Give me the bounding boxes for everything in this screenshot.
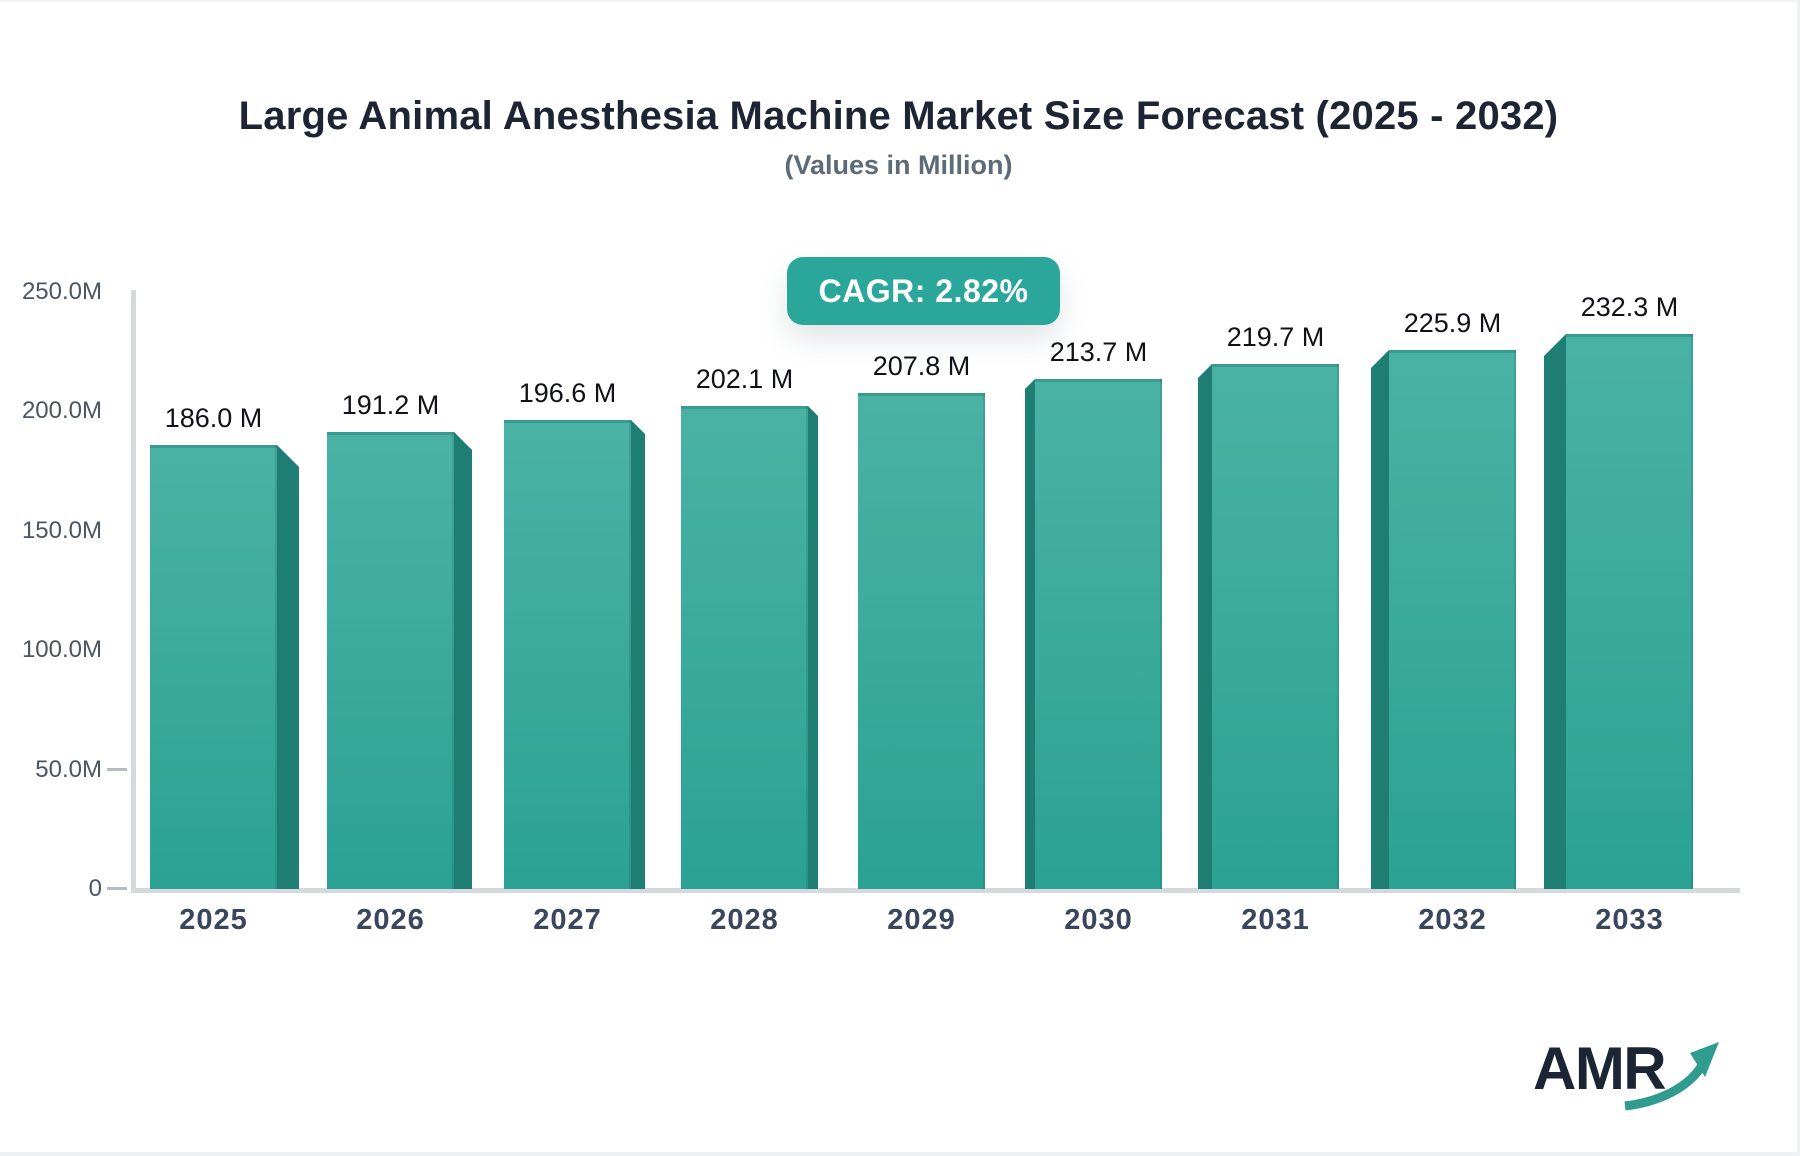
bar-value-label-2032: 225.9 M xyxy=(1403,308,1502,338)
bar-2026 xyxy=(327,432,454,889)
y-axis-label-250.0M: 250.0M xyxy=(21,278,102,305)
cagr-badge-label: CAGR: 2.82% xyxy=(818,272,1029,309)
bar-side-face-2033 xyxy=(1544,334,1566,889)
bar-side-face-2032 xyxy=(1371,350,1389,889)
cagr-badge: CAGR: 2.82% xyxy=(787,257,1060,325)
bar-side-face-2026 xyxy=(454,432,472,889)
x-axis-label-2027: 2027 xyxy=(533,904,602,936)
bar-value-label-2030: 213.7 M xyxy=(1049,337,1148,367)
x-axis-label-2025: 2025 xyxy=(179,904,248,936)
bar-value-label-2025: 186.0 M xyxy=(164,403,263,433)
y-axis-label-200.0M: 200.0M xyxy=(21,397,102,425)
bar-side-face-2030 xyxy=(1025,379,1035,889)
growth-arrow-icon xyxy=(1624,1042,1719,1111)
y-axis-line xyxy=(131,290,136,893)
x-axis-label-2028: 2028 xyxy=(710,904,779,936)
bar-value-label-2026: 191.2 M xyxy=(341,390,440,420)
y-axis-tick xyxy=(107,887,127,890)
bar-2028 xyxy=(681,406,808,889)
bar-side-face-2031 xyxy=(1198,364,1212,889)
bar-side-face-2027 xyxy=(631,420,645,889)
bar-value-label-2033: 232.3 M xyxy=(1580,292,1679,322)
bar-2027 xyxy=(504,420,631,889)
x-axis-label-2033: 2033 xyxy=(1595,904,1664,936)
amr-logo: AMR xyxy=(1525,1032,1725,1116)
bar-2029 xyxy=(858,393,985,889)
chart-title: Large Animal Anesthesia Machine Market S… xyxy=(238,94,1559,138)
bar-side-face-2028 xyxy=(808,406,818,889)
y-axis-label-100.0M: 100.0M xyxy=(21,636,102,664)
y-axis-label-0: 0 xyxy=(88,875,102,902)
y-axis-label-50.0M: 50.0M xyxy=(35,755,102,783)
bar-side-face-2025 xyxy=(277,445,299,889)
x-axis-label-2031: 2031 xyxy=(1241,904,1310,936)
x-axis-line xyxy=(131,888,1740,893)
bar-value-label-2029: 207.8 M xyxy=(872,351,971,381)
bar-2031 xyxy=(1212,364,1339,889)
amr-logo-text: AMR xyxy=(1533,1035,1667,1102)
bar-2032 xyxy=(1389,350,1516,889)
bar-2025 xyxy=(150,445,277,889)
bar-value-label-2028: 202.1 M xyxy=(695,364,794,394)
x-axis-label-2029: 2029 xyxy=(887,904,956,936)
x-axis-label-2026: 2026 xyxy=(356,904,425,936)
bar-2033 xyxy=(1566,334,1693,889)
x-axis-label-2032: 2032 xyxy=(1418,904,1487,936)
bar-value-label-2027: 196.6 M xyxy=(518,378,617,408)
x-axis-label-2030: 2030 xyxy=(1064,904,1133,936)
chart-subtitle: (Values in Million) xyxy=(784,150,1013,180)
y-axis-tick xyxy=(107,767,127,771)
bar-2030 xyxy=(1035,379,1162,889)
bar-value-label-2031: 219.7 M xyxy=(1226,322,1325,352)
y-axis-label-150.0M: 150.0M xyxy=(21,516,102,544)
